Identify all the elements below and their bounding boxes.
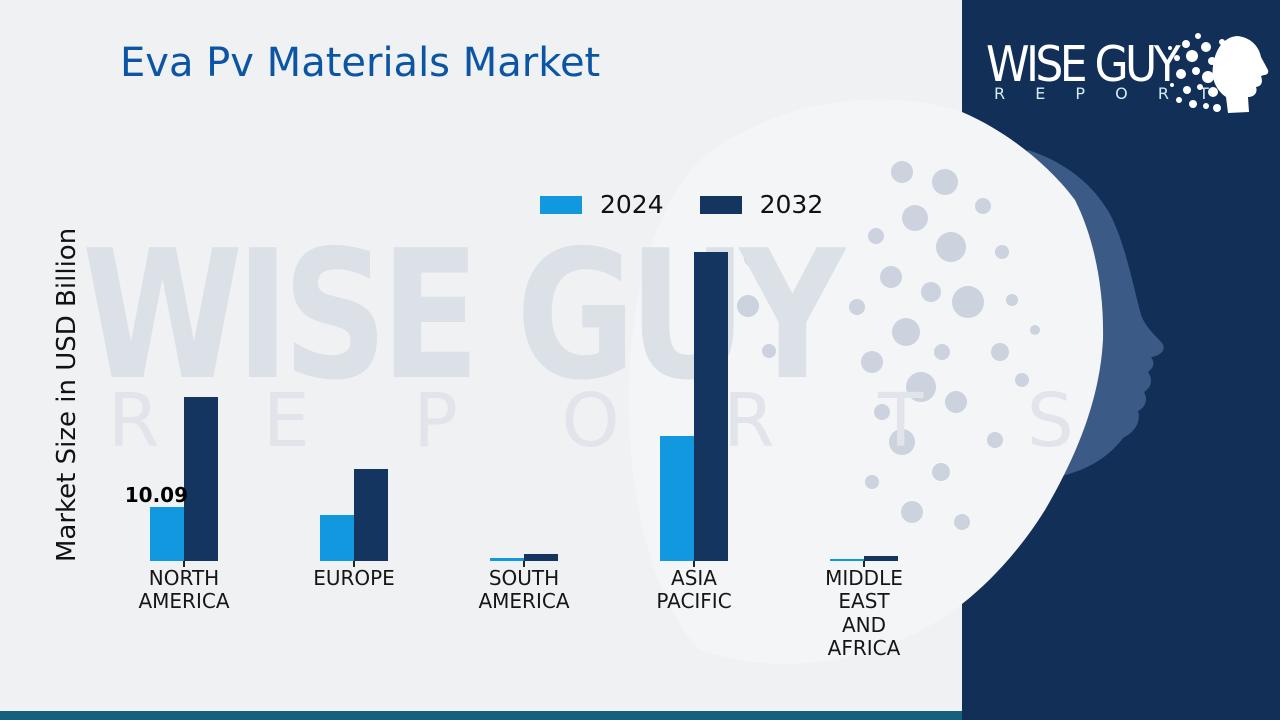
x-axis-category-label: NORTH AMERICA xyxy=(138,566,230,614)
logo-face-icon xyxy=(1168,33,1269,113)
legend-label-2024: 2024 xyxy=(600,190,664,219)
bar-2024-2 xyxy=(320,515,354,561)
bar-2024-1 xyxy=(150,507,184,561)
x-axis-category-label: ASIA PACIFIC xyxy=(656,566,732,614)
bar-2032-5 xyxy=(864,556,898,561)
brain-dots-pattern xyxy=(737,161,1040,530)
bar-2024-3 xyxy=(490,558,524,561)
bar-2024-4 xyxy=(660,436,694,561)
x-axis-tick xyxy=(353,561,355,567)
legend-label-2032: 2032 xyxy=(759,190,824,219)
x-axis-tick xyxy=(183,561,185,567)
legend-item-2024: 2024 xyxy=(540,190,664,219)
x-axis-tick xyxy=(523,561,525,567)
legend-swatch-2032 xyxy=(699,195,742,214)
head-silhouette xyxy=(628,99,1104,664)
bar-2032-2 xyxy=(354,469,388,561)
x-axis-category-label: MIDDLE EAST AND AFRICA xyxy=(825,566,903,661)
logo-wiseguy-text: WISE GUY xyxy=(986,36,1181,93)
x-axis-tick xyxy=(863,561,865,567)
bar-2032-4 xyxy=(694,252,728,561)
chart-title: Eva Pv Materials Market xyxy=(120,40,601,86)
y-axis-label: Market Size in USD Billion xyxy=(52,227,82,562)
value-label-north-america-2024: 10.09 xyxy=(124,483,188,507)
legend: 2024 2032 xyxy=(540,190,823,219)
legend-item-2032: 2032 xyxy=(699,190,824,219)
x-axis-tick xyxy=(693,561,695,567)
legend-swatch-2024 xyxy=(540,195,582,214)
bar-2032-3 xyxy=(524,554,558,561)
wise-guy-reports-logo: WISE GUY R E P O R T S xyxy=(962,0,1280,150)
x-axis-category-label: SOUTH AMERICA xyxy=(478,566,570,614)
x-axis-category-label: EUROPE xyxy=(313,566,395,590)
bottom-accent-bar xyxy=(0,711,962,720)
bar-2024-5 xyxy=(830,559,864,561)
bar-2032-1 xyxy=(184,397,218,561)
